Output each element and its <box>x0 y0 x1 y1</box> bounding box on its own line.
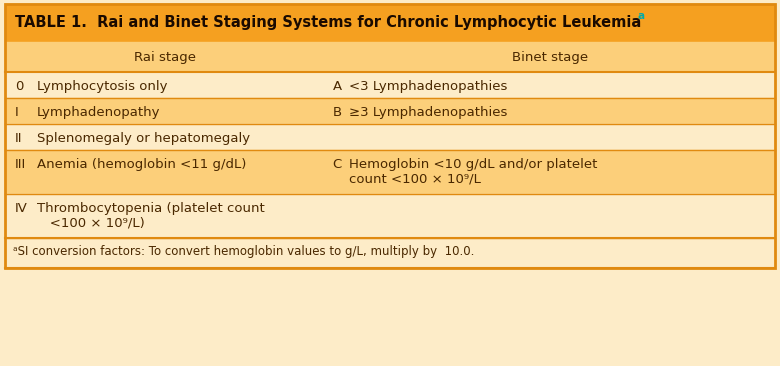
Text: <100 × 10⁹/L): <100 × 10⁹/L) <box>37 216 145 229</box>
Text: 0: 0 <box>15 80 23 93</box>
Bar <box>5 124 775 150</box>
Bar <box>5 4 775 42</box>
Text: II: II <box>15 132 23 145</box>
Text: B: B <box>332 106 342 119</box>
Text: Rai stage: Rai stage <box>134 51 196 63</box>
Bar <box>5 194 775 238</box>
Text: Lymphocytosis only: Lymphocytosis only <box>37 80 168 93</box>
Text: ≥3 Lymphadenopathies: ≥3 Lymphadenopathies <box>349 106 507 119</box>
Text: Hemoglobin <10 g/dL and/or platelet: Hemoglobin <10 g/dL and/or platelet <box>349 158 597 171</box>
Text: Binet stage: Binet stage <box>512 51 588 63</box>
Bar <box>5 72 775 98</box>
Text: <3 Lymphadenopathies: <3 Lymphadenopathies <box>349 80 507 93</box>
Text: TABLE 1.  Rai and Binet Staging Systems for Chronic Lymphocytic Leukemia: TABLE 1. Rai and Binet Staging Systems f… <box>15 15 641 30</box>
Text: I: I <box>15 106 19 119</box>
Bar <box>5 150 775 194</box>
Text: C: C <box>332 158 342 171</box>
Text: Thrombocytopenia (platelet count: Thrombocytopenia (platelet count <box>37 202 264 215</box>
Text: a: a <box>637 11 644 21</box>
Text: Lymphadenopathy: Lymphadenopathy <box>37 106 161 119</box>
Bar <box>5 42 775 72</box>
Text: A: A <box>332 80 342 93</box>
Bar <box>5 238 775 268</box>
Bar <box>5 4 775 268</box>
Text: III: III <box>15 158 27 171</box>
Bar <box>5 98 775 124</box>
Text: ᵃSI conversion factors: To convert hemoglobin values to g/L, multiply by  10.0.: ᵃSI conversion factors: To convert hemog… <box>13 245 474 258</box>
Text: Splenomegaly or hepatomegaly: Splenomegaly or hepatomegaly <box>37 132 250 145</box>
Text: IV: IV <box>15 202 28 215</box>
Text: Anemia (hemoglobin <11 g/dL): Anemia (hemoglobin <11 g/dL) <box>37 158 246 171</box>
Text: count <100 × 10⁹/L: count <100 × 10⁹/L <box>349 172 480 185</box>
